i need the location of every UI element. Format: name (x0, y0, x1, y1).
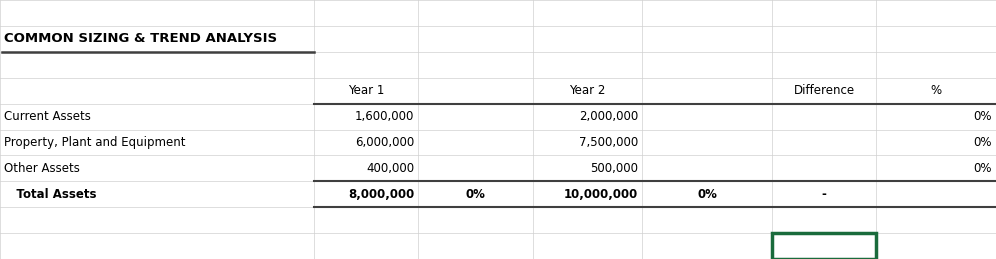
Text: 8,000,000: 8,000,000 (348, 188, 414, 201)
Text: Property, Plant and Equipment: Property, Plant and Equipment (4, 136, 185, 149)
Text: 0%: 0% (973, 110, 992, 123)
Text: 7,500,000: 7,500,000 (580, 136, 638, 149)
Text: Current Assets: Current Assets (4, 110, 91, 123)
Text: 0%: 0% (973, 162, 992, 175)
Text: Difference: Difference (794, 84, 855, 97)
Text: 1,600,000: 1,600,000 (355, 110, 414, 123)
Bar (772, 233, 876, 259)
Text: Year 1: Year 1 (348, 84, 384, 97)
Text: Year 2: Year 2 (570, 84, 606, 97)
Text: -: - (822, 188, 827, 201)
Text: 10,000,000: 10,000,000 (564, 188, 638, 201)
Text: 500,000: 500,000 (591, 162, 638, 175)
Text: 2,000,000: 2,000,000 (580, 110, 638, 123)
Text: 400,000: 400,000 (367, 162, 414, 175)
Text: 0%: 0% (466, 188, 485, 201)
Text: 6,000,000: 6,000,000 (356, 136, 414, 149)
Text: Other Assets: Other Assets (4, 162, 80, 175)
Text: 0%: 0% (697, 188, 717, 201)
Text: %: % (930, 84, 942, 97)
Text: COMMON SIZING & TREND ANALYSIS: COMMON SIZING & TREND ANALYSIS (4, 32, 277, 45)
Text: 0%: 0% (973, 136, 992, 149)
Text: Total Assets: Total Assets (4, 188, 97, 201)
